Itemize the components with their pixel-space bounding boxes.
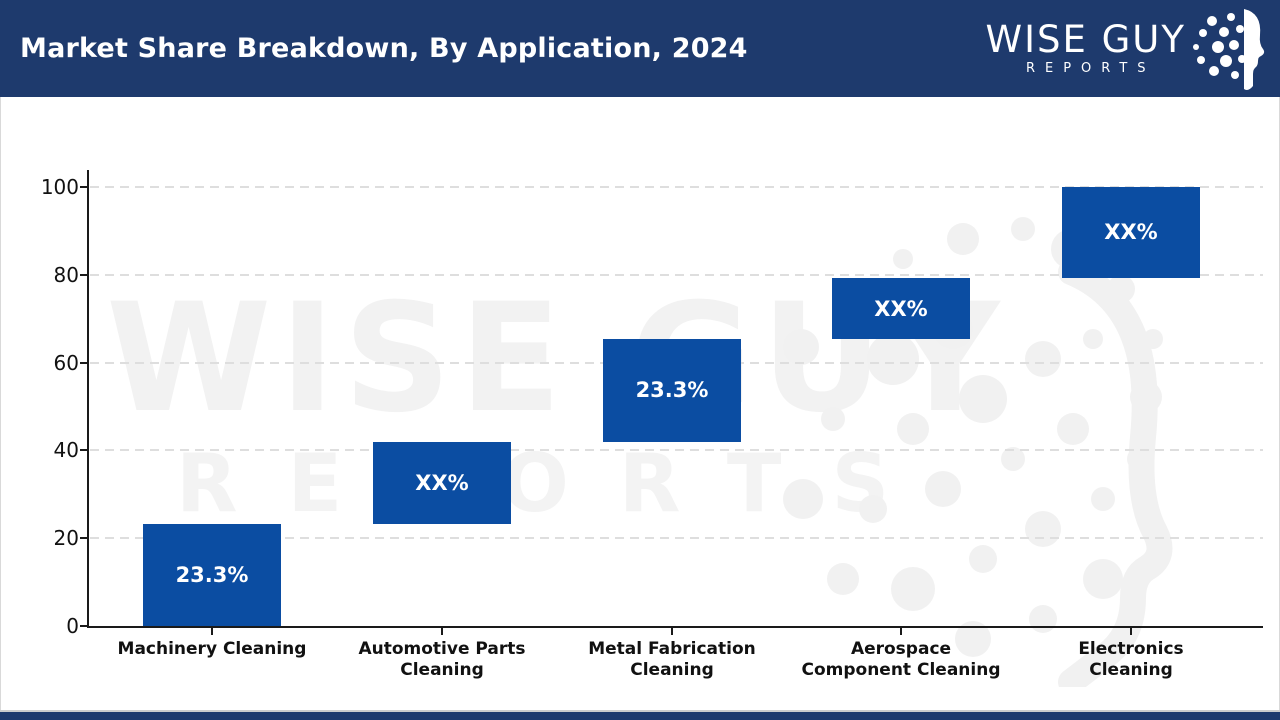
y-tick-mark — [80, 449, 88, 452]
bar: XX% — [1062, 187, 1200, 278]
y-tick-mark — [80, 186, 88, 188]
x-category-label: Electronics Cleaning — [1078, 639, 1184, 680]
logo-wordmark: WISE GUY REPORTS — [985, 18, 1186, 77]
x-category-label: Machinery Cleaning — [117, 639, 307, 659]
bar-value-label: 23.3% — [175, 562, 249, 587]
y-tick-label: 100 — [40, 175, 79, 199]
x-tick-mark — [1130, 628, 1132, 635]
y-tick-mark — [80, 625, 88, 627]
gridline — [90, 449, 1263, 452]
x-tick-mark — [900, 628, 902, 635]
x-tick-mark — [671, 628, 673, 635]
bar-value-label: XX% — [1104, 220, 1158, 245]
y-tick-label: 60 — [53, 350, 79, 375]
x-category-label: Automotive Parts Cleaning — [358, 639, 526, 680]
bar-value-label: XX% — [874, 296, 928, 321]
y-tick-mark — [80, 361, 88, 364]
x-category-label: Metal Fabrication Cleaning — [588, 639, 756, 680]
y-tick-mark — [80, 537, 88, 540]
y-tick-label: 20 — [53, 526, 79, 551]
y-axis-line — [87, 170, 89, 628]
x-category-label: Aerospace Component Cleaning — [801, 639, 1001, 680]
page-title: Market Share Breakdown, By Application, … — [20, 33, 748, 64]
y-tick-mark — [80, 273, 88, 276]
gridline — [90, 273, 1263, 276]
chart-area: WISE GUY REPORTS 0 20 40 60 80 100 23.3% Machin… — [0, 97, 1280, 710]
bar-chart-plot: 0 20 40 60 80 100 23.3% Machinery Cleaning XX% Au… — [1, 97, 1279, 710]
logo-wordmark-main: WISE GUY — [985, 18, 1186, 61]
x-tick-mark — [441, 628, 443, 635]
bar: 23.3% — [143, 523, 281, 626]
y-tick-label: 80 — [53, 262, 79, 287]
logo-wordmark-sub: REPORTS — [1025, 61, 1156, 76]
gridline — [90, 186, 1263, 188]
footer-bar — [0, 710, 1280, 720]
bar: XX% — [832, 277, 970, 340]
gridline — [90, 537, 1263, 540]
wise-guy-reports-logo: WISE GUY REPORTS — [986, 5, 1266, 93]
header-bar: Market Share Breakdown, By Application, … — [0, 0, 1280, 97]
bar: XX% — [373, 441, 511, 524]
y-tick-label: 0 — [66, 614, 79, 638]
bar: 23.3% — [603, 339, 741, 442]
y-tick-label: 40 — [53, 438, 79, 463]
x-tick-mark — [211, 628, 213, 635]
logo-face-icon — [1193, 8, 1265, 90]
bar-value-label: XX% — [415, 470, 469, 495]
x-axis-line — [87, 626, 1263, 628]
bar-value-label: 23.3% — [635, 378, 709, 403]
watermark-text-line2: REPORTS — [176, 437, 940, 530]
